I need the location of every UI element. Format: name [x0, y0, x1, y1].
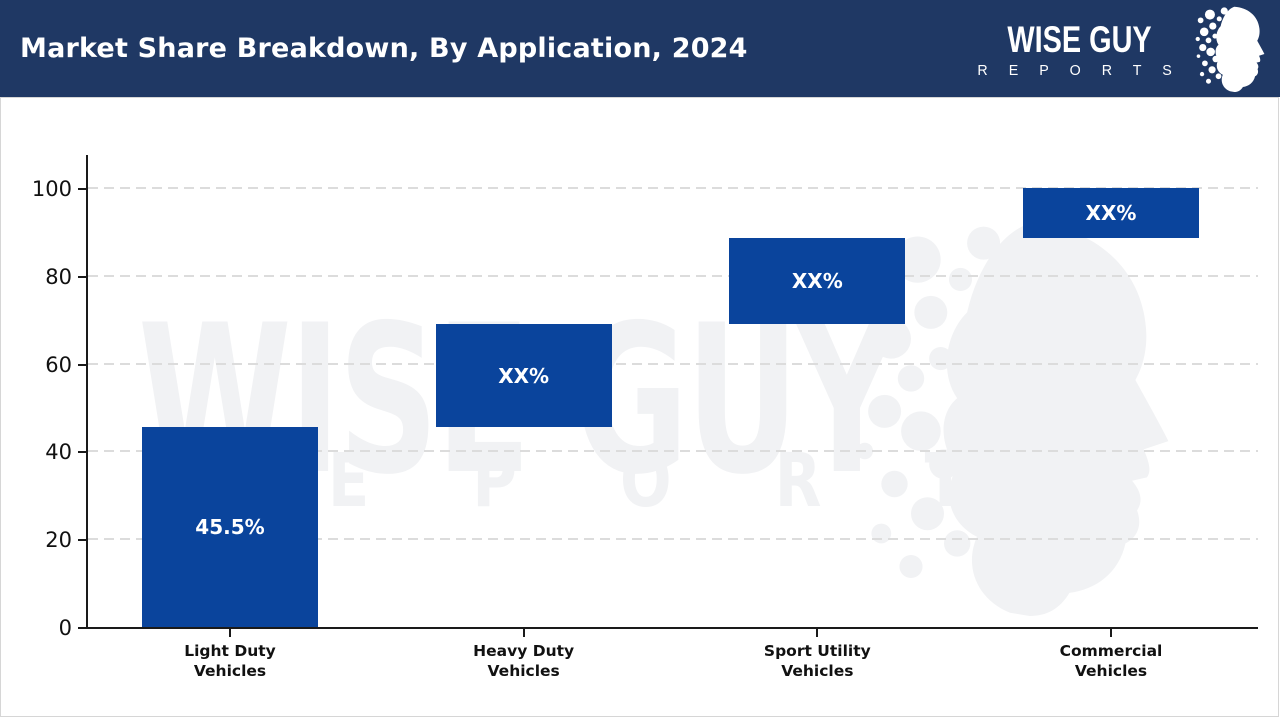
y-tick-label: 40 — [45, 440, 72, 465]
gridline — [88, 186, 1258, 189]
x-tick-label: Light Duty Vehicles — [184, 642, 276, 680]
y-tick — [78, 363, 86, 366]
gridline — [88, 362, 1258, 365]
y-tick-label: 60 — [45, 352, 72, 377]
bar-value-label: XX% — [791, 269, 843, 294]
x-tick-label: Sport Utility Vehicles — [763, 642, 871, 680]
bar-value-label: XX% — [1085, 201, 1137, 226]
x-axis-line — [86, 627, 1258, 629]
gridline — [88, 450, 1258, 453]
bar-value-label: XX% — [498, 363, 550, 388]
header-bar: Market Share Breakdown, By Application, … — [0, 0, 1280, 97]
x-tick-label: Heavy Duty Vehicles — [473, 642, 575, 680]
y-tick — [78, 539, 86, 542]
page-title: Market Share Breakdown, By Application, … — [20, 33, 748, 64]
gridline — [88, 538, 1258, 541]
brand-logo: WISE GUY R E P O R T S — [972, 4, 1272, 94]
logo-subtext: R E P O R T S — [977, 62, 1181, 79]
logo-text: WISE GUY R E P O R T S — [972, 19, 1186, 79]
y-tick-label: 100 — [31, 176, 72, 201]
bar — [435, 324, 612, 428]
y-tick — [78, 187, 86, 190]
logo-wordmark: WISE GUY — [1006, 19, 1152, 60]
x-tick — [522, 629, 525, 637]
watermark-head-icon — [851, 223, 1169, 617]
bar — [142, 427, 318, 627]
y-tick — [78, 451, 86, 454]
x-tick-label: Commercial Vehicles — [1059, 642, 1163, 680]
y-tick-label: 20 — [45, 528, 72, 553]
x-tick — [1110, 629, 1112, 637]
x-tick — [229, 629, 231, 637]
y-tick — [78, 627, 86, 629]
bar-value-label: 45.5% — [195, 515, 265, 540]
y-tick-label: 80 — [45, 264, 72, 289]
y-axis-line — [86, 155, 88, 629]
y-tick-label: 0 — [58, 616, 72, 640]
x-tick — [816, 629, 819, 637]
bar — [1023, 187, 1199, 239]
bar — [729, 238, 906, 325]
y-tick — [78, 275, 86, 278]
logo-head-icon — [1195, 6, 1265, 92]
gridline — [88, 274, 1258, 277]
